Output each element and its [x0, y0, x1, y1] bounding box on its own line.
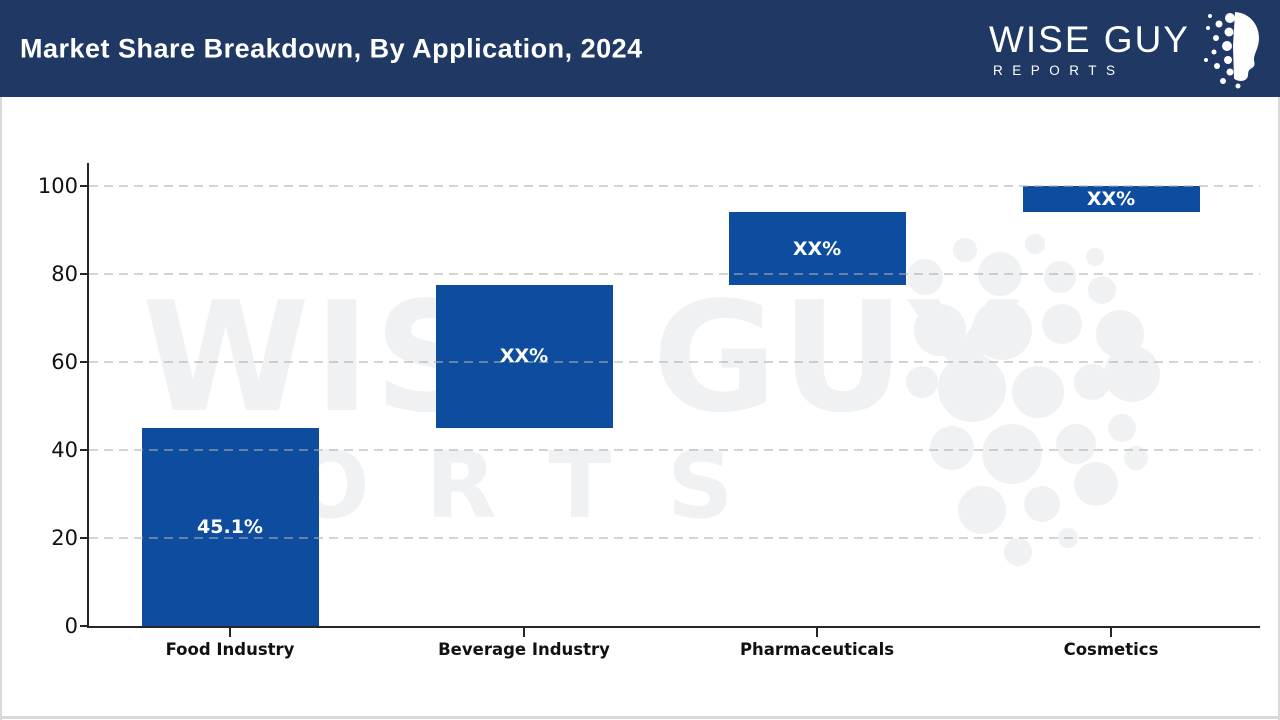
y-tick-mark	[80, 273, 87, 275]
page-border-left	[0, 97, 2, 720]
x-axis-category-label: Food Industry	[165, 640, 295, 659]
brand-name-label: WISE GUY	[988, 18, 1190, 60]
x-axis-line	[87, 626, 1260, 628]
gridline-y60	[89, 361, 1260, 363]
y-tick-mark	[80, 449, 87, 451]
bar-beverage-industry	[435, 285, 613, 428]
bar-value-label: XX%	[499, 345, 549, 368]
y-tick-mark	[80, 185, 87, 187]
x-axis-category-label: Pharmaceuticals	[739, 640, 895, 659]
gridline-y20	[89, 537, 1260, 539]
bar-cosmetics	[1022, 186, 1200, 213]
brand-logo: WISE GUY REPORTS	[989, 6, 1264, 92]
y-tick-label: 40	[51, 438, 78, 462]
page-border-bottom	[0, 716, 1280, 719]
brand-head-icon	[1204, 12, 1259, 89]
app-header: Market Share Breakdown, By Application, …	[0, 0, 1280, 97]
bar-pharmaceuticals	[728, 212, 906, 285]
y-tick-mark	[80, 625, 87, 627]
brand-sub-label: REPORTS	[992, 62, 1125, 78]
y-tick-label: 60	[51, 350, 78, 374]
x-tick-mark	[523, 628, 525, 637]
x-tick-mark	[816, 628, 818, 637]
x-tick-mark	[229, 628, 231, 637]
x-axis-category-label: Beverage Industry	[438, 640, 610, 659]
bar-value-label: XX%	[1086, 188, 1136, 211]
bar-value-label: XX%	[792, 237, 842, 260]
y-tick-mark	[80, 361, 87, 363]
y-tick-label: 100	[37, 174, 78, 198]
y-axis-line	[87, 163, 89, 628]
brand-logo-text: WISE GUY REPORTS	[989, 21, 1190, 78]
page-border-right	[1278, 97, 1280, 720]
gridline-y40	[89, 449, 1260, 451]
y-tick-label: 80	[51, 262, 78, 286]
y-tick-label: 20	[51, 526, 78, 550]
bar-food-industry	[141, 427, 319, 626]
x-axis-category-label: Cosmetics	[1063, 640, 1159, 659]
watermark-head-dots-icon	[906, 234, 1160, 566]
y-tick-mark	[80, 537, 87, 539]
y-tick-label: 0	[64, 614, 78, 638]
gridline-y100	[89, 185, 1260, 187]
gridline-y80	[89, 273, 1260, 275]
page-title: Market Share Breakdown, By Application, …	[20, 33, 643, 63]
x-tick-mark	[1110, 628, 1112, 637]
bar-value-label: 45.1%	[197, 515, 263, 538]
